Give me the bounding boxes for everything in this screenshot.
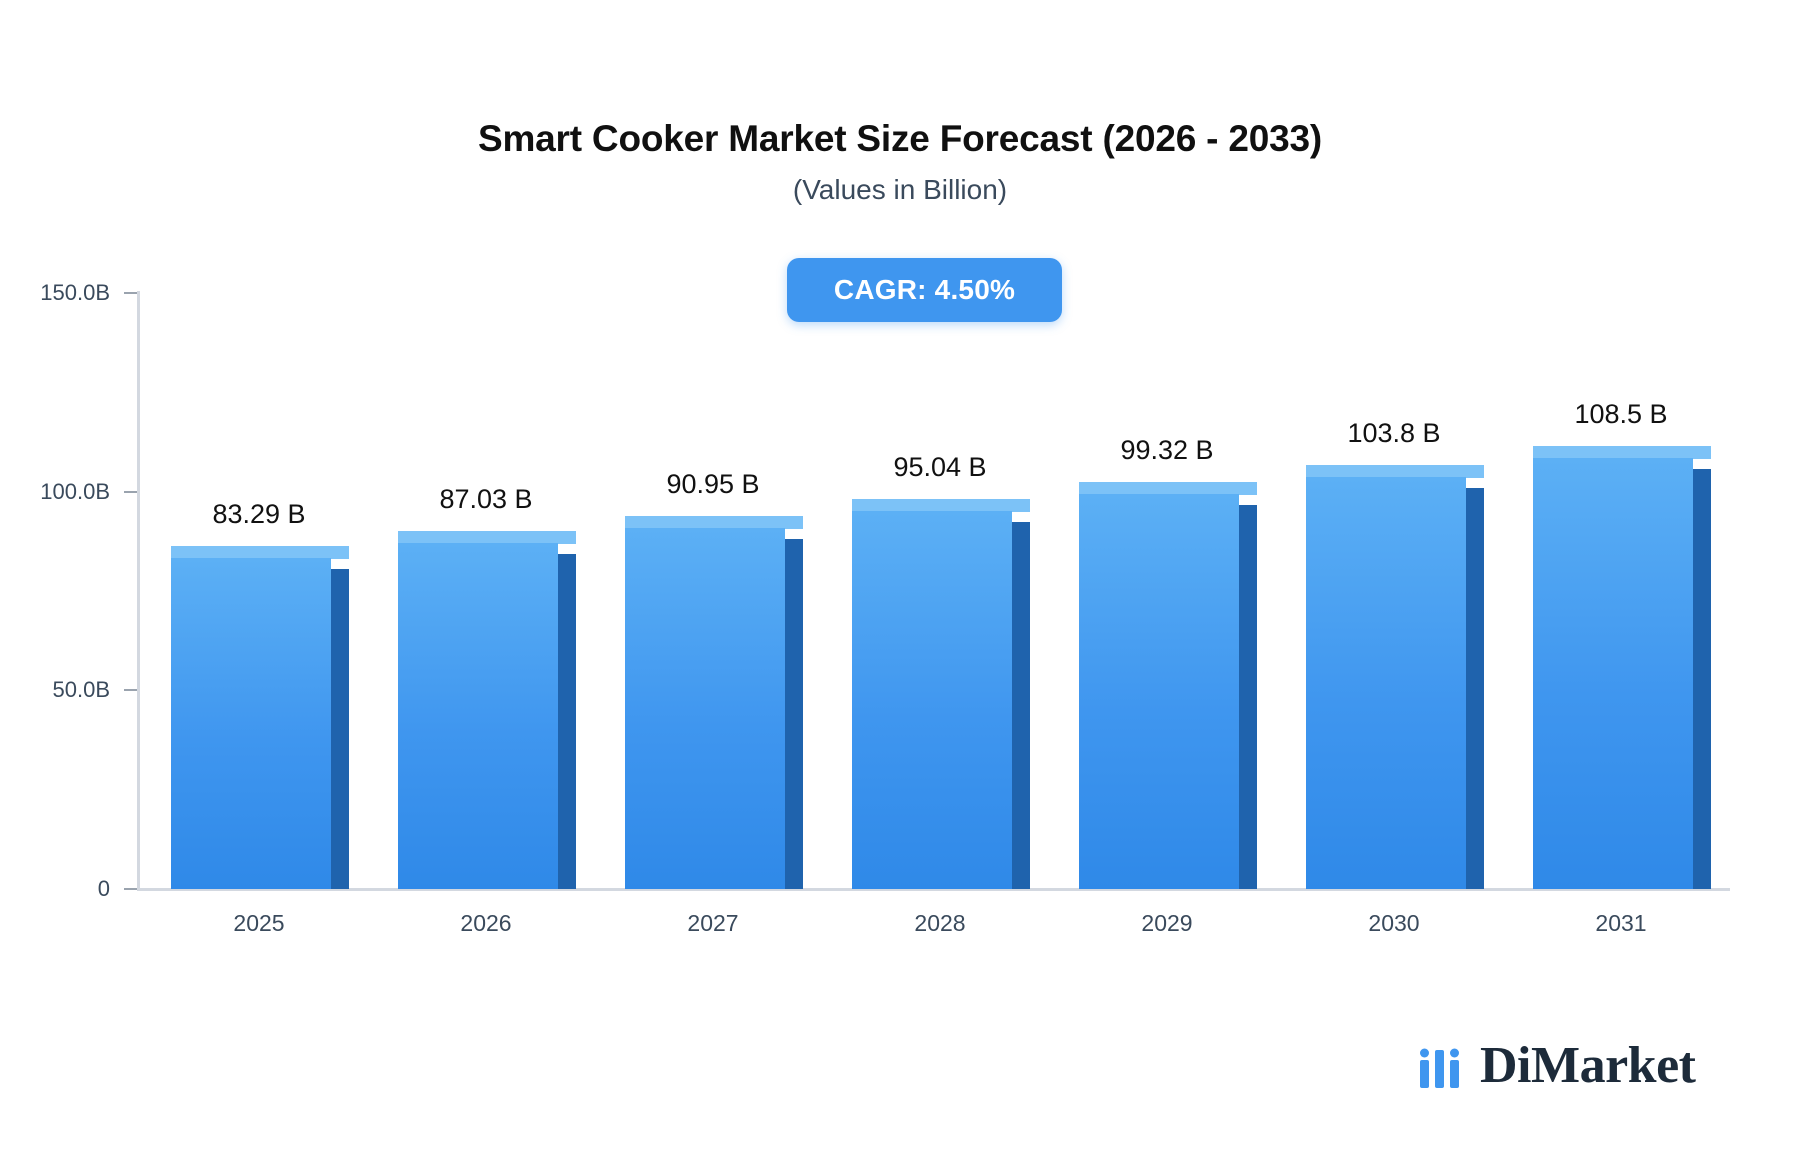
bar-side-face (558, 554, 576, 889)
bar-front-face (852, 511, 1012, 889)
bar-top-face (852, 499, 1030, 512)
y-axis-ticks: 150.0B 100.0B 50.0B 0 (0, 0, 137, 1156)
y-axis-tick-mark (124, 490, 137, 493)
bar-top-face (171, 546, 349, 559)
bar-front-face (1079, 494, 1239, 889)
bar-2029 (1079, 482, 1257, 889)
x-axis-tick-label: 2026 (460, 910, 512, 936)
bar-front-face (171, 558, 331, 889)
y-axis-tick: 150.0B (40, 280, 137, 305)
bar-top-face (1079, 482, 1257, 495)
bar-side-face (1239, 505, 1257, 889)
x-axis-tick-label: 2030 (1368, 910, 1420, 936)
chart-title: Smart Cooker Market Size Forecast (2026 … (477, 118, 1323, 159)
bar-chart-icon (1420, 1048, 1459, 1088)
cagr-badge-label: CAGR: 4.50% (833, 274, 1016, 305)
bar-top-face (398, 531, 576, 544)
brand-logo: DiMarket (1418, 1037, 1696, 1094)
x-axis-tick-label: 2028 (914, 910, 966, 936)
x-axis-tick-label: 2031 (1595, 910, 1647, 936)
bar-top-face (625, 516, 803, 529)
chart-subtitle: (Values in Billion) (792, 174, 1008, 205)
bar-2026 (398, 531, 576, 889)
bar-top-face (1306, 465, 1484, 478)
x-axis-tick-label: 2029 (1141, 910, 1193, 936)
bar-side-face (785, 539, 803, 889)
bar-side-face (331, 569, 349, 889)
y-axis-tick-label: 100.0B (40, 478, 110, 504)
y-axis-tick-label: 150.0B (40, 280, 110, 305)
y-axis-tick-mark (124, 292, 137, 294)
bar-side-face (1012, 522, 1030, 889)
bar-value-label: 108.5 B (1574, 399, 1668, 429)
bar-front-face (625, 528, 785, 889)
bar-2031 (1533, 446, 1711, 889)
bar-top-face (1533, 446, 1711, 459)
y-axis-tick: 100.0B (40, 478, 137, 504)
x-axis-line (137, 888, 1730, 891)
y-axis-tick-label: 50.0B (52, 677, 111, 703)
y-axis-tick-label: 0 (97, 876, 110, 901)
bar-2027 (625, 516, 803, 889)
bar-value-label: 99.32 B (1120, 435, 1214, 465)
y-axis-tick: 50.0B (52, 677, 137, 703)
x-axis-tick-label: 2025 (233, 910, 285, 936)
bar-side-face (1466, 488, 1484, 889)
bar-side-face (1693, 469, 1711, 889)
brand-name: DiMarket (1480, 1037, 1696, 1094)
bar-value-label: 90.95 B (666, 469, 760, 499)
bar-value-label: 83.29 B (212, 499, 306, 529)
bar-2025 (171, 546, 349, 889)
y-axis-tick-mark (124, 689, 137, 692)
cagr-badge: CAGR: 4.50% (787, 258, 1062, 322)
y-axis-line (137, 291, 140, 891)
x-axis-tick-label: 2027 (687, 910, 739, 936)
bar-front-face (1533, 458, 1693, 889)
bar-value-label: 95.04 B (893, 452, 987, 482)
bar-front-face (398, 543, 558, 889)
bar-value-label: 103.8 B (1347, 418, 1441, 448)
bar-2030 (1306, 465, 1484, 889)
bar-front-face (1306, 477, 1466, 889)
y-axis-tick: 0 (97, 876, 137, 901)
bar-value-label: 87.03 B (439, 484, 533, 514)
bar-2028 (852, 499, 1030, 889)
y-axis-tick-mark (124, 888, 137, 890)
